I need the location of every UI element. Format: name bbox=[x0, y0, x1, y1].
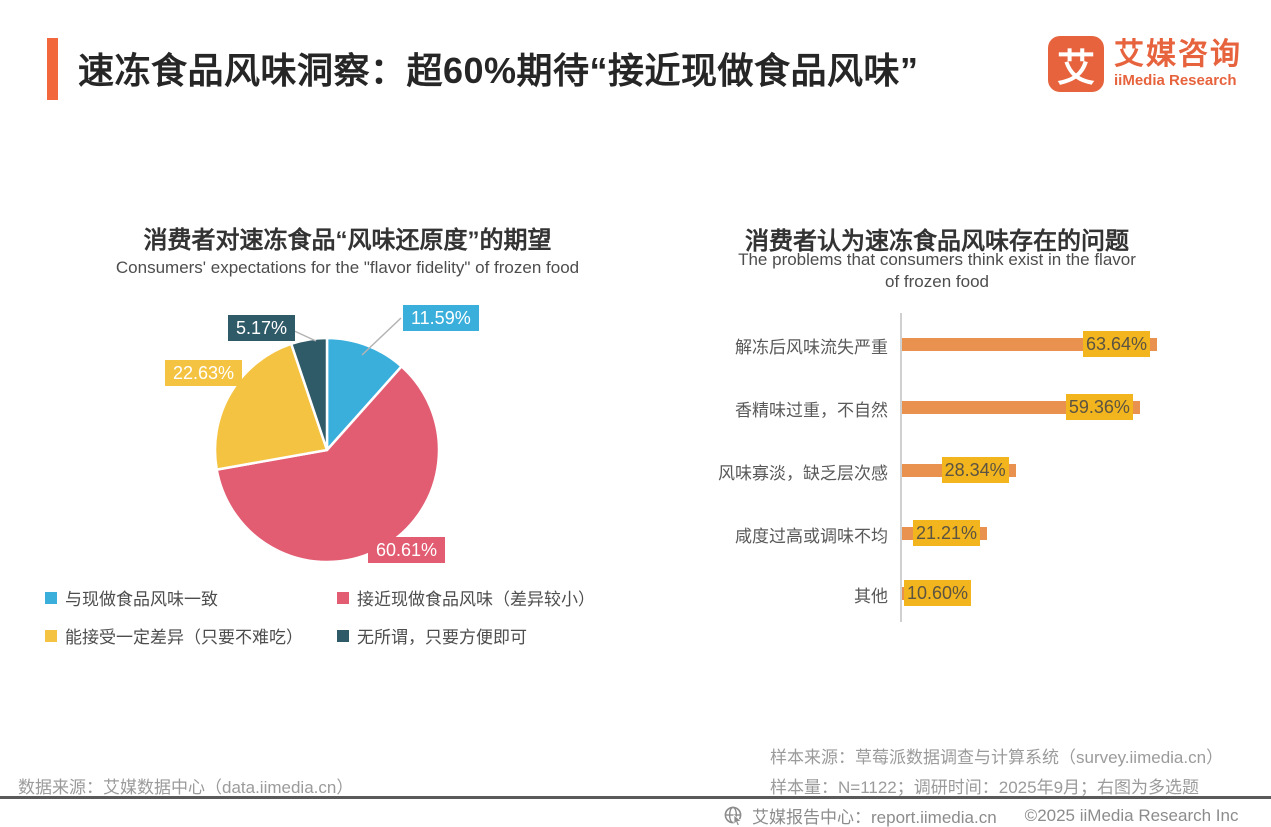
iimedia-logo: 艾 艾媒咨询 iiMedia Research bbox=[1048, 36, 1242, 92]
logo-name-en: iiMedia Research bbox=[1114, 72, 1237, 89]
pie-value-label: 60.61% bbox=[368, 537, 446, 563]
pie-chart-title: 消费者对速冻食品“风味还原度”的期望 bbox=[143, 227, 552, 254]
bar-category-label: 解冻后风味流失严重 bbox=[735, 338, 888, 357]
legend-marker bbox=[45, 591, 57, 604]
legend-label: 与现做食品风味一致 bbox=[65, 590, 218, 609]
pie-chart-subtitle: Consumers' expectations for the "flavor … bbox=[115, 258, 580, 277]
legend-label: 能接受一定差异（只要不难吃） bbox=[65, 628, 303, 647]
bar-category-label: 其他 bbox=[854, 587, 888, 606]
legend-item: 接近现做食品风味（差异较小） bbox=[337, 585, 630, 610]
sample-info-note: 样本量：N=1122；调研时间：2025年9月；右图为多选题 bbox=[770, 778, 1200, 797]
bar-value-label: 10.60% bbox=[904, 580, 971, 606]
copyright-text: ©2025 iiMedia Research Inc bbox=[1024, 805, 1239, 825]
legend-marker bbox=[337, 629, 349, 642]
bar-category-label: 咸度过高或调味不均 bbox=[735, 527, 888, 546]
pie-value-label: 11.59% bbox=[403, 305, 479, 331]
report-center-text: 艾媒报告中心：report.iimedia.cn bbox=[752, 808, 997, 827]
pie-value-label: 5.17% bbox=[228, 315, 296, 341]
bar-value-label: 28.34% bbox=[941, 457, 1009, 483]
bar-chart-subtitle-line1: The problems that consumers think exist … bbox=[738, 250, 1136, 269]
bar-value-label: 63.64% bbox=[1083, 331, 1150, 357]
bar-value-label: 59.36% bbox=[1065, 394, 1133, 420]
report-globe-icon bbox=[724, 806, 742, 826]
bar-chart-subtitle-line2: of frozen food bbox=[885, 272, 989, 291]
bar-chart: 解冻后风味流失严重 63.64% 香精味过重，不自然 59.36% 风味寡淡，缺乏层次感… bbox=[712, 313, 1182, 622]
footer-divider bbox=[0, 796, 1271, 799]
legend-marker bbox=[337, 591, 349, 604]
bar-category-label: 风味寡淡，缺乏层次感 bbox=[718, 464, 888, 483]
logo-name-cn: 艾媒咨询 bbox=[1114, 38, 1242, 71]
bar-chart-axis bbox=[900, 313, 902, 622]
bar-value-label: 21.21% bbox=[913, 520, 980, 546]
iimedia-logo-icon: 艾 bbox=[1048, 36, 1104, 92]
legend-item: 与现做食品风味一致 bbox=[45, 585, 337, 610]
pie-slice bbox=[213, 342, 329, 471]
legend-label: 接近现做食品风味（差异较小） bbox=[357, 590, 595, 609]
sample-source-note: 样本来源：草莓派数据调查与计算系统（survey.iimedia.cn） bbox=[770, 748, 1224, 767]
legend-label: 无所谓，只要方便即可 bbox=[357, 628, 527, 647]
iimedia-logo-text: 艾媒咨询 iiMedia Research bbox=[1114, 38, 1242, 90]
pie-value-label: 22.63% bbox=[165, 360, 243, 386]
pie-legend: 与现做食品风味一致 接近现做食品风味（差异较小） 能接受一定差异（只要不难吃） 无所谓… bbox=[45, 585, 630, 648]
legend-marker bbox=[45, 629, 57, 642]
bar-category-label: 香精味过重，不自然 bbox=[735, 401, 888, 420]
footer-bar: 艾媒报告中心：report.iimedia.cn ©2025 iiMedia R… bbox=[724, 803, 1238, 827]
data-source-note: 数据来源：艾媒数据中心（data.iimedia.cn） bbox=[18, 778, 354, 797]
pie-chart bbox=[213, 336, 441, 564]
page-title: 速冻食品风味洞察：超60%期待“接近现做食品风味” bbox=[78, 50, 919, 91]
title-accent-bar bbox=[47, 38, 58, 100]
legend-item: 能接受一定差异（只要不难吃） bbox=[45, 623, 337, 648]
bar-chart-title: 消费者认为速冻食品风味存在的问题 bbox=[745, 228, 1129, 255]
legend-item: 无所谓，只要方便即可 bbox=[337, 623, 630, 648]
